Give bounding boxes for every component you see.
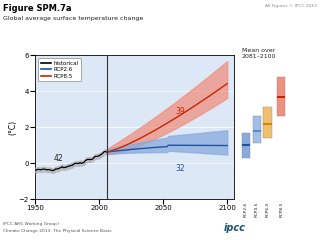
Bar [263,107,272,138]
Bar [242,132,250,158]
Y-axis label: (°C): (°C) [8,120,17,135]
Bar [252,116,261,143]
Text: 42: 42 [53,154,63,163]
Bar [277,77,285,116]
Text: 39: 39 [175,107,185,116]
Text: ipcc: ipcc [224,223,246,233]
Text: Global average surface temperature change: Global average surface temperature chang… [3,16,143,21]
Text: Climate Change 2013: The Physical Science Basis: Climate Change 2013: The Physical Scienc… [3,229,112,233]
Text: 32: 32 [175,164,185,173]
Text: RCP6.0: RCP6.0 [266,202,269,217]
Legend: historical, RCP2.6, RCP8.5: historical, RCP2.6, RCP8.5 [38,58,81,81]
Text: RCP4.5: RCP4.5 [255,202,259,217]
Text: RCP8.5: RCP8.5 [279,202,283,217]
Text: RCP2.6: RCP2.6 [244,202,248,217]
Text: All Figures © IPCC 2013: All Figures © IPCC 2013 [265,4,317,8]
Text: Figure SPM.7a: Figure SPM.7a [3,4,72,12]
Text: Mean over
2081–2100: Mean over 2081–2100 [242,48,276,59]
Text: IPCC AR5 Working Group I: IPCC AR5 Working Group I [3,222,60,226]
